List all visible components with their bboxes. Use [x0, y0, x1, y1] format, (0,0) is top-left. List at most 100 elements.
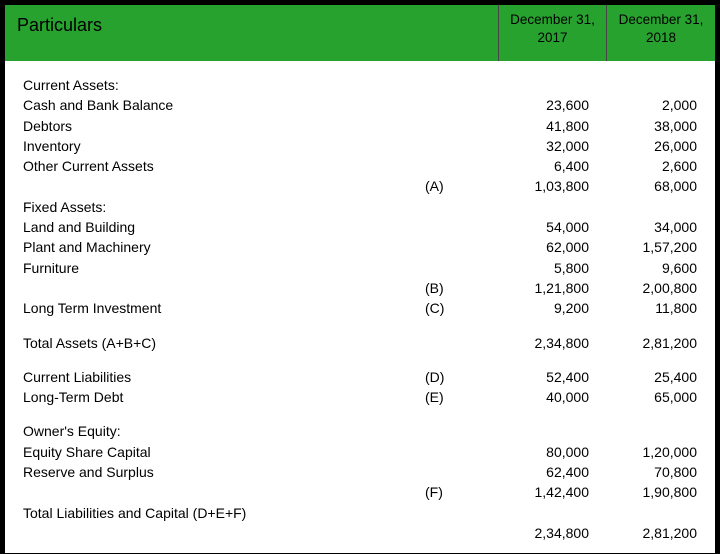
balance-sheet-table: Particulars December 31, 2017 December 3…: [4, 4, 716, 554]
row-value-2017: 62,400: [499, 462, 607, 482]
row-value-2018: 1,90,800: [607, 482, 715, 502]
table-row: Total Liabilities and Capital (D+E+F): [5, 503, 715, 523]
row-label: Current Assets:: [5, 75, 385, 95]
row-tag: [385, 197, 499, 217]
table-body: Current Assets:Cash and Bank Balance 23,6…: [5, 61, 715, 553]
row-value-2018: [607, 197, 715, 217]
row-label: Total Assets (A+B+C): [5, 333, 385, 353]
row-tag: (B): [385, 278, 499, 298]
table-row: Debtors41,80038,000: [5, 116, 715, 136]
row-value-2017: 23,600: [499, 95, 607, 115]
header-year-2018: December 31, 2018: [607, 5, 715, 61]
spacer-row: [5, 407, 715, 421]
table-row: Cash and Bank Balance 23,6002,000: [5, 95, 715, 115]
row-tag: [385, 136, 499, 156]
row-label: Current Liabilities: [5, 367, 385, 387]
table-row: (B)1,21,8002,00,800: [5, 278, 715, 298]
row-tag: [385, 237, 499, 257]
row-tag: [385, 116, 499, 136]
spacer-row: [5, 353, 715, 367]
row-tag: (A): [385, 176, 499, 196]
header-year-2017: December 31, 2017: [499, 5, 607, 61]
row-value-2018: 1,57,200: [607, 237, 715, 257]
row-value-2017: 54,000: [499, 217, 607, 237]
row-tag: [385, 442, 499, 462]
row-label: Long Term Investment: [5, 298, 385, 318]
table-row: Fixed Assets:: [5, 197, 715, 217]
header-particulars: Particulars: [5, 5, 499, 61]
row-value-2018: 34,000: [607, 217, 715, 237]
table-row: Land and Building 54,00034,000: [5, 217, 715, 237]
table-row: Current Assets:: [5, 75, 715, 95]
row-tag: (C): [385, 298, 499, 318]
row-value-2018: [607, 503, 715, 523]
row-label: Plant and Machinery: [5, 237, 385, 257]
table-row: 2,34,8002,81,200: [5, 523, 715, 543]
row-value-2018: 1,20,000: [607, 442, 715, 462]
table-row: Current Liabilities(D)52,40025,400: [5, 367, 715, 387]
row-value-2018: 38,000: [607, 116, 715, 136]
row-value-2017: 52,400: [499, 367, 607, 387]
row-value-2018: 2,81,200: [607, 333, 715, 353]
table-row: (A)1,03,80068,000: [5, 176, 715, 196]
row-label: [5, 523, 385, 543]
row-label: Inventory: [5, 136, 385, 156]
table-row: Reserve and Surplus 62,40070,800: [5, 462, 715, 482]
row-value-2018: 9,600: [607, 258, 715, 278]
row-value-2017: 32,000: [499, 136, 607, 156]
row-value-2018: 70,800: [607, 462, 715, 482]
row-value-2017: 2,34,800: [499, 333, 607, 353]
table-row: Equity Share Capital80,0001,20,000: [5, 442, 715, 462]
row-value-2017: 9,200: [499, 298, 607, 318]
row-label: Cash and Bank Balance: [5, 95, 385, 115]
row-tag: [385, 156, 499, 176]
row-label: Land and Building: [5, 217, 385, 237]
row-tag: [385, 75, 499, 95]
table-row: Inventory 32,00026,000: [5, 136, 715, 156]
row-value-2017: 1,42,400: [499, 482, 607, 502]
row-value-2017: 1,21,800: [499, 278, 607, 298]
row-label: Fixed Assets:: [5, 197, 385, 217]
row-label: Other Current Assets: [5, 156, 385, 176]
row-tag: (D): [385, 367, 499, 387]
table-row: Plant and Machinery 62,0001,57,200: [5, 237, 715, 257]
row-value-2017: [499, 421, 607, 441]
row-tag: [385, 217, 499, 237]
spacer-row: [5, 319, 715, 333]
row-value-2017: 5,800: [499, 258, 607, 278]
table-row: (F)1,42,4001,90,800: [5, 482, 715, 502]
row-value-2017: 62,000: [499, 237, 607, 257]
row-label: [5, 482, 385, 502]
row-value-2018: 68,000: [607, 176, 715, 196]
row-label: Reserve and Surplus: [5, 462, 385, 482]
row-label: [5, 278, 385, 298]
row-value-2017: 41,800: [499, 116, 607, 136]
row-value-2018: [607, 75, 715, 95]
row-value-2018: 2,00,800: [607, 278, 715, 298]
row-tag: [385, 95, 499, 115]
row-label: Equity Share Capital: [5, 442, 385, 462]
row-value-2018: 26,000: [607, 136, 715, 156]
row-value-2018: [607, 421, 715, 441]
row-value-2017: 40,000: [499, 387, 607, 407]
table-row: Other Current Assets6,4002,600: [5, 156, 715, 176]
row-tag: [385, 333, 499, 353]
row-label: Owner's Equity:: [5, 421, 385, 441]
row-tag: [385, 503, 499, 523]
row-label: Long-Term Debt: [5, 387, 385, 407]
row-value-2017: 6,400: [499, 156, 607, 176]
row-value-2017: 1,03,800: [499, 176, 607, 196]
table-row: Furniture 5,8009,600: [5, 258, 715, 278]
row-value-2017: [499, 197, 607, 217]
table-row: Owner's Equity:: [5, 421, 715, 441]
row-value-2018: 11,800: [607, 298, 715, 318]
row-label: Furniture: [5, 258, 385, 278]
row-value-2018: 2,000: [607, 95, 715, 115]
row-value-2017: 2,34,800: [499, 523, 607, 543]
row-tag: (F): [385, 482, 499, 502]
row-value-2018: 2,81,200: [607, 523, 715, 543]
row-tag: (E): [385, 387, 499, 407]
table-row: Long-Term Debt(E)40,00065,000: [5, 387, 715, 407]
row-value-2017: [499, 75, 607, 95]
row-tag: [385, 258, 499, 278]
